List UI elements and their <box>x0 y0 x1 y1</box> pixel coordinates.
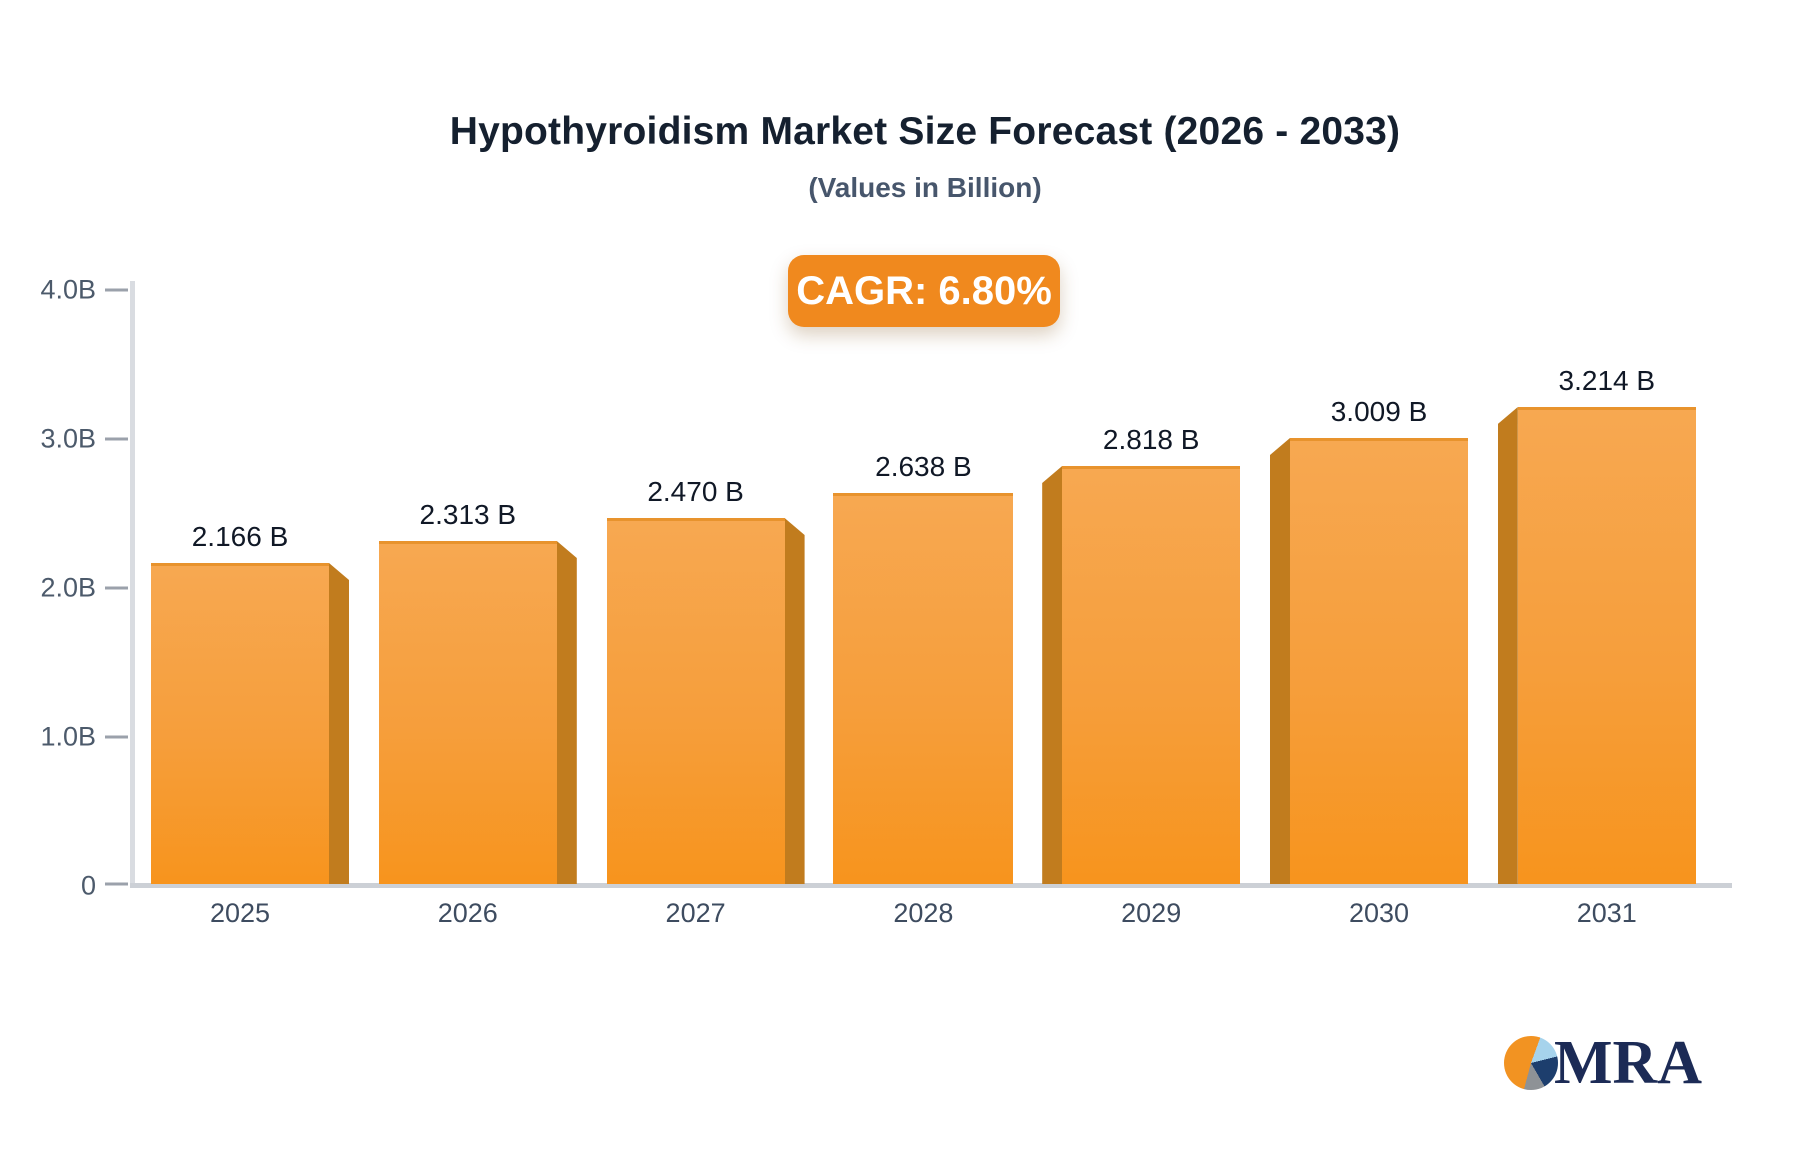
x-axis-category-label: 2028 <box>893 898 954 928</box>
y-axis-tick-label: 2.0B <box>40 572 96 603</box>
bar-2031 <box>1497 407 1696 884</box>
cagr-badge-label: CAGR: 6.80% <box>796 268 1052 313</box>
chart-title: Hypothyroidism Market Size Forecast (202… <box>449 110 1401 153</box>
y-axis-line <box>130 281 135 888</box>
bar-3d-side <box>1497 407 1518 884</box>
y-axis-tick-mark <box>105 735 128 739</box>
bar-3d-side <box>1042 466 1063 884</box>
y-axis-tick-label: 1.0B <box>40 721 96 752</box>
bar-2026 <box>378 541 577 884</box>
chart-subtitle: (Values in Billion) <box>808 172 1042 203</box>
bar-face <box>833 493 1014 884</box>
bar-3d-side <box>329 563 349 884</box>
y-axis-tick-mark <box>105 586 128 590</box>
x-axis-category-label: 2029 <box>1121 898 1182 928</box>
y-axis-tick-label: 0 <box>80 870 96 901</box>
bar-2025 <box>151 563 349 884</box>
x-axis-category-label: 2027 <box>665 898 726 928</box>
pie-chart-logo-icon <box>1504 1036 1558 1090</box>
x-axis-category-label: 2026 <box>437 898 498 928</box>
bar-value-label: 3.009 B <box>1330 396 1428 427</box>
bar-face <box>151 563 329 884</box>
bar-value-label: 3.214 B <box>1558 365 1656 396</box>
cagr-badge: CAGR: 6.80% <box>788 255 1060 327</box>
bar-face <box>1062 466 1241 884</box>
bar-3d-side <box>784 518 805 884</box>
y-axis-tick-label: 4.0B <box>40 274 96 305</box>
bar-face <box>1290 438 1468 884</box>
x-axis-baseline <box>130 883 1732 888</box>
bar-2028 <box>833 493 1014 884</box>
y-axis-tick-mark <box>105 882 128 886</box>
y-axis-tick-mark <box>105 437 128 441</box>
bar-2029 <box>1042 466 1241 884</box>
bar-value-label: 2.818 B <box>1102 424 1200 455</box>
bar-face <box>378 541 557 884</box>
x-axis-category-label: 2030 <box>1348 898 1410 928</box>
bar-3d-side <box>556 541 577 884</box>
bar-2030 <box>1270 438 1468 884</box>
x-axis-category-label: 2025 <box>209 898 271 928</box>
bar-value-label: 2.638 B <box>875 451 972 482</box>
bar-face <box>606 518 785 884</box>
bar-3d-side <box>1270 438 1290 884</box>
bar-2027 <box>606 518 805 884</box>
x-axis-category-label: 2031 <box>1576 898 1637 928</box>
mra-logo: MRA <box>1504 1029 1703 1097</box>
y-axis-tick-mark <box>105 288 128 292</box>
mra-logo-text: MRA <box>1554 1029 1703 1097</box>
bar-value-label: 2.470 B <box>647 476 744 507</box>
bar-face <box>1517 407 1696 884</box>
bar-value-label: 2.313 B <box>419 499 517 530</box>
bar-value-label: 2.166 B <box>191 521 289 552</box>
y-axis-tick-label: 3.0B <box>40 423 96 454</box>
